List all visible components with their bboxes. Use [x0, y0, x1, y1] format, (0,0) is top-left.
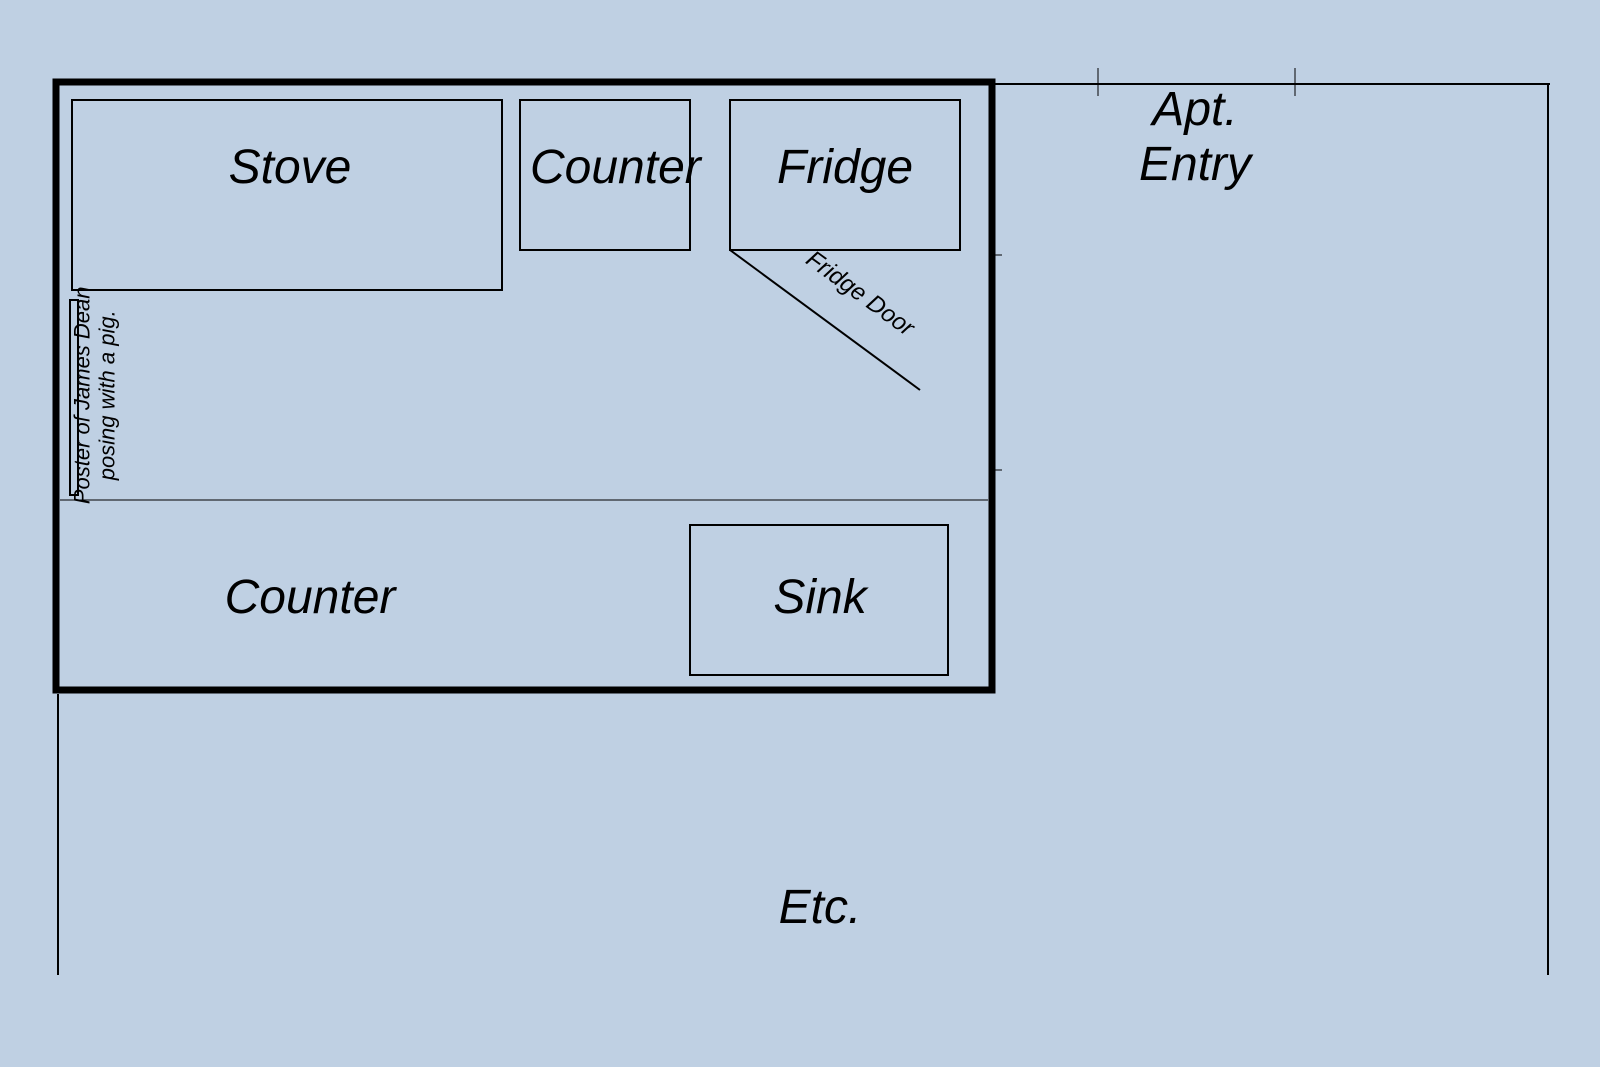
label-etc: Etc. — [740, 880, 900, 935]
floorplan-canvas: Stove Counter Fridge Counter Sink Apt. E… — [0, 0, 1600, 1067]
label-counter-top: Counter — [530, 140, 690, 195]
label-poster: Poster of James Dean posing with a pig. — [70, 280, 121, 510]
label-sink: Sink — [720, 570, 920, 625]
label-apt-entry: Apt. Entry — [1085, 82, 1305, 192]
label-fridge: Fridge — [740, 140, 950, 195]
label-counter-bottom: Counter — [160, 570, 460, 625]
label-stove: Stove — [190, 140, 390, 195]
